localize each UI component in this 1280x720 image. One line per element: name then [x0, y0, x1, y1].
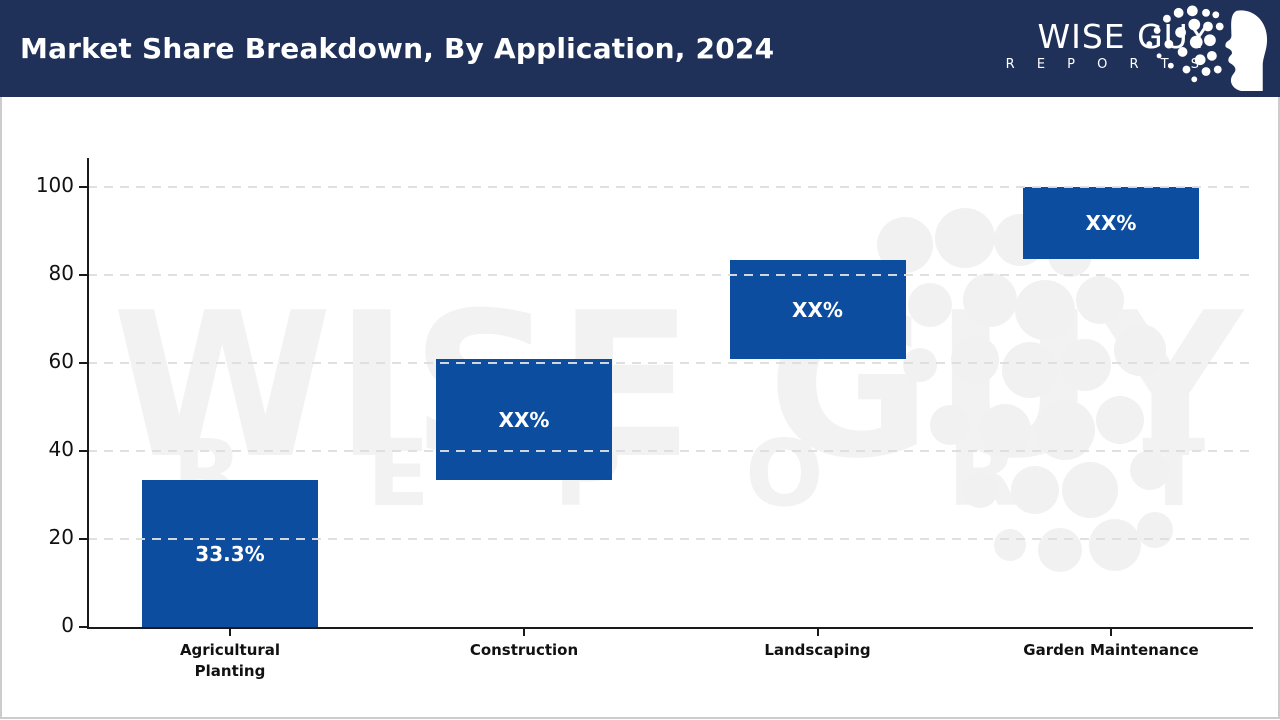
- y-axis-tick-mark: [79, 186, 88, 188]
- bar-value-label: XX%: [1085, 210, 1137, 235]
- page-title: Market Share Breakdown, By Application, …: [20, 32, 775, 65]
- x-axis: [87, 627, 1253, 629]
- x-category-label: Construction: [469, 641, 579, 659]
- bar-agricultural-planting: 33.3%: [142, 480, 318, 627]
- x-axis-tick-mark: [1110, 629, 1112, 636]
- gridline-100: [88, 186, 1253, 188]
- bar-construction: XX%: [436, 358, 612, 481]
- y-axis-tick-mark: [79, 626, 88, 628]
- x-axis-tick-mark: [816, 629, 819, 636]
- x-category-label: Agricultural Planting: [179, 641, 281, 680]
- x-category-label: Landscaping: [764, 641, 871, 659]
- x-category-label: Garden Maintenance: [1023, 641, 1199, 659]
- brand-logo-subtitle: R E P O R T S: [1005, 56, 1208, 72]
- y-axis-tick-label: 40: [48, 437, 74, 461]
- y-axis-tick-mark: [79, 274, 88, 276]
- y-axis-tick-mark: [79, 450, 88, 452]
- gridline-80: [88, 274, 1253, 276]
- y-axis-tick-label: 100: [35, 173, 74, 197]
- y-axis-tick-mark: [79, 538, 88, 540]
- y-axis-tick-label: 60: [48, 349, 74, 373]
- gridline-40: [88, 450, 1253, 452]
- brand-logo: WISE GUY R E P O R T S: [1005, 17, 1210, 72]
- header-bar: Market Share Breakdown, By Application, …: [0, 0, 1280, 97]
- x-axis-tick-mark: [523, 629, 525, 636]
- y-axis-tick-label: 0: [61, 613, 74, 637]
- y-axis-tick-label: 80: [48, 261, 74, 285]
- bar-landscaping: XX%: [729, 260, 906, 359]
- bar-garden-maintenance: XX%: [1023, 187, 1199, 259]
- bar-value-label: XX%: [498, 407, 550, 432]
- brand-logo-name: WISE GUY: [1037, 17, 1210, 56]
- y-axis-tick-label: 20: [48, 525, 74, 549]
- y-axis: [87, 158, 89, 629]
- gridline-20: [88, 538, 1253, 540]
- gridline-60: [88, 362, 1253, 364]
- x-axis-tick-mark: [229, 629, 231, 636]
- bar-value-label: XX%: [792, 297, 843, 322]
- bar-value-label: 33.3%: [195, 541, 265, 566]
- y-axis-tick-mark: [79, 362, 88, 364]
